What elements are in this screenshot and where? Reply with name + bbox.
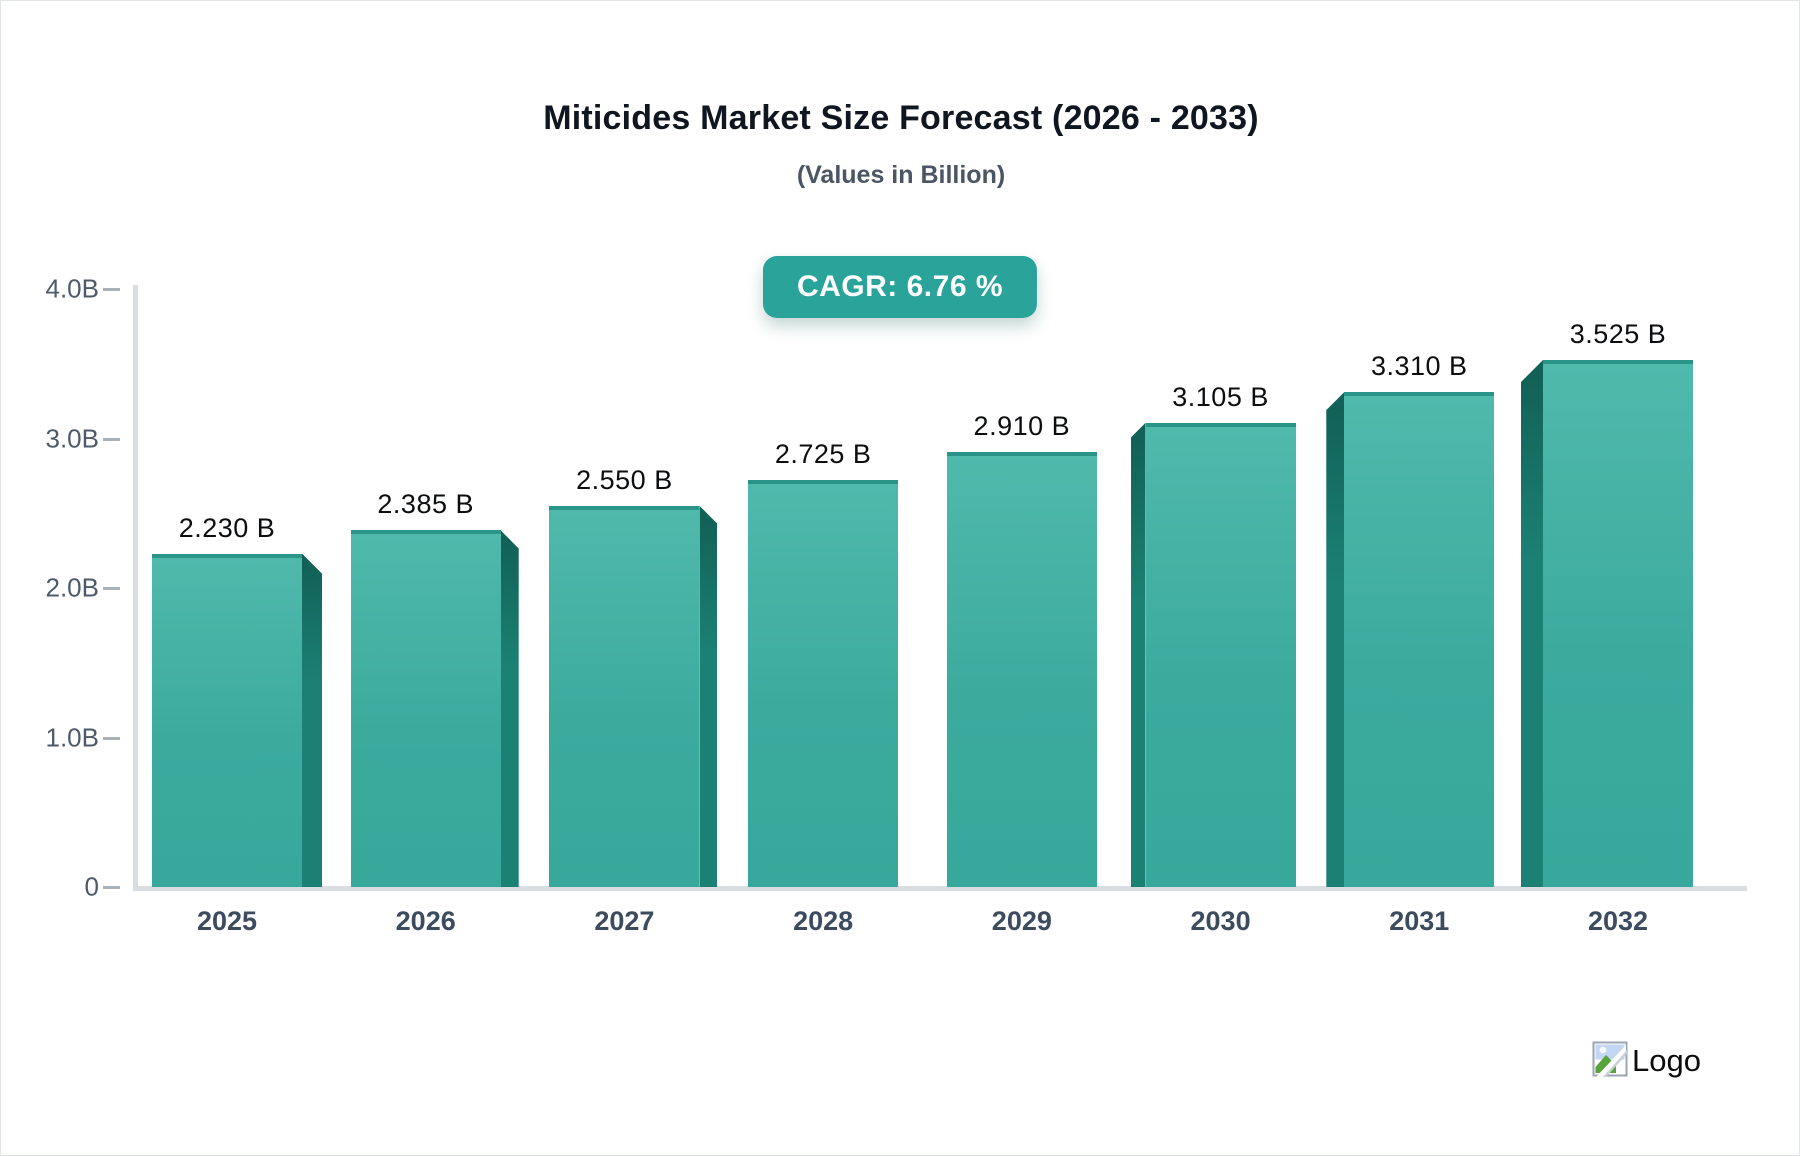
bar-2026[interactable] (350, 530, 501, 887)
logo-alt-text: Logo (1632, 1043, 1701, 1078)
bar-value-label-2029: 2.910 B (973, 410, 1071, 441)
y-axis-label-4.0B: 4.0B (45, 273, 100, 304)
bar-2025[interactable] (152, 553, 302, 887)
x-axis-label-2029: 2029 (991, 906, 1052, 936)
bar-value-label-2031: 3.310 B (1370, 351, 1468, 382)
bar-2029[interactable] (946, 451, 1097, 887)
y-axis-label-3.0B: 3.0B (45, 423, 100, 453)
chart-title: Miticides Market Size Forecast (2026 - 2… (543, 99, 1259, 137)
bar-side-2026 (500, 530, 519, 887)
y-axis-tick (103, 886, 120, 889)
x-axis-label-2028: 2028 (793, 906, 854, 936)
bar-2028[interactable] (748, 479, 899, 887)
bar-side-2027 (699, 505, 718, 887)
y-axis-line (133, 285, 138, 889)
bar-value-label-2026: 2.385 B (377, 489, 474, 520)
x-axis-label-2025: 2025 (196, 906, 258, 936)
bar-side-2032 (1520, 360, 1543, 887)
bar-2030[interactable] (1145, 422, 1296, 887)
cagr-badge: CAGR: 6.76 % (762, 256, 1038, 318)
y-axis-label-1.0B: 1.0B (45, 722, 100, 752)
bar-value-label-2032: 3.525 B (1569, 319, 1667, 349)
broken-image-icon (1592, 1041, 1628, 1077)
logo: Logo (1592, 1041, 1701, 1079)
bar-side-2030 (1130, 422, 1146, 887)
bar-side-2025 (302, 553, 322, 887)
bar-value-label-2027: 2.550 B (576, 464, 673, 495)
bar-value-label-2028: 2.725 B (774, 438, 872, 469)
bar-side-2031 (1326, 392, 1345, 887)
x-axis-label-2030: 2030 (1190, 906, 1251, 936)
bar-value-label-2025: 2.230 B (178, 512, 276, 543)
y-axis-tick (103, 736, 120, 740)
bar-2027[interactable] (549, 505, 700, 887)
chart-subtitle: (Values in Billion) (796, 161, 1006, 189)
y-axis-label-0: 0 (84, 871, 99, 902)
y-axis-label-2.0B: 2.0B (45, 572, 100, 603)
x-axis-label-2032: 2032 (1587, 906, 1649, 936)
y-axis-tick (103, 587, 120, 590)
bar-2032[interactable] (1542, 360, 1693, 887)
bar-2031[interactable] (1344, 392, 1495, 887)
x-axis-label-2031: 2031 (1389, 906, 1450, 936)
bar-value-label-2030: 3.105 B (1172, 381, 1269, 412)
y-axis-tick (103, 288, 120, 291)
x-axis-label-2026: 2026 (395, 906, 456, 936)
x-axis-label-2027: 2027 (594, 906, 655, 936)
x-axis-line (133, 886, 1747, 891)
y-axis-tick (103, 437, 120, 441)
